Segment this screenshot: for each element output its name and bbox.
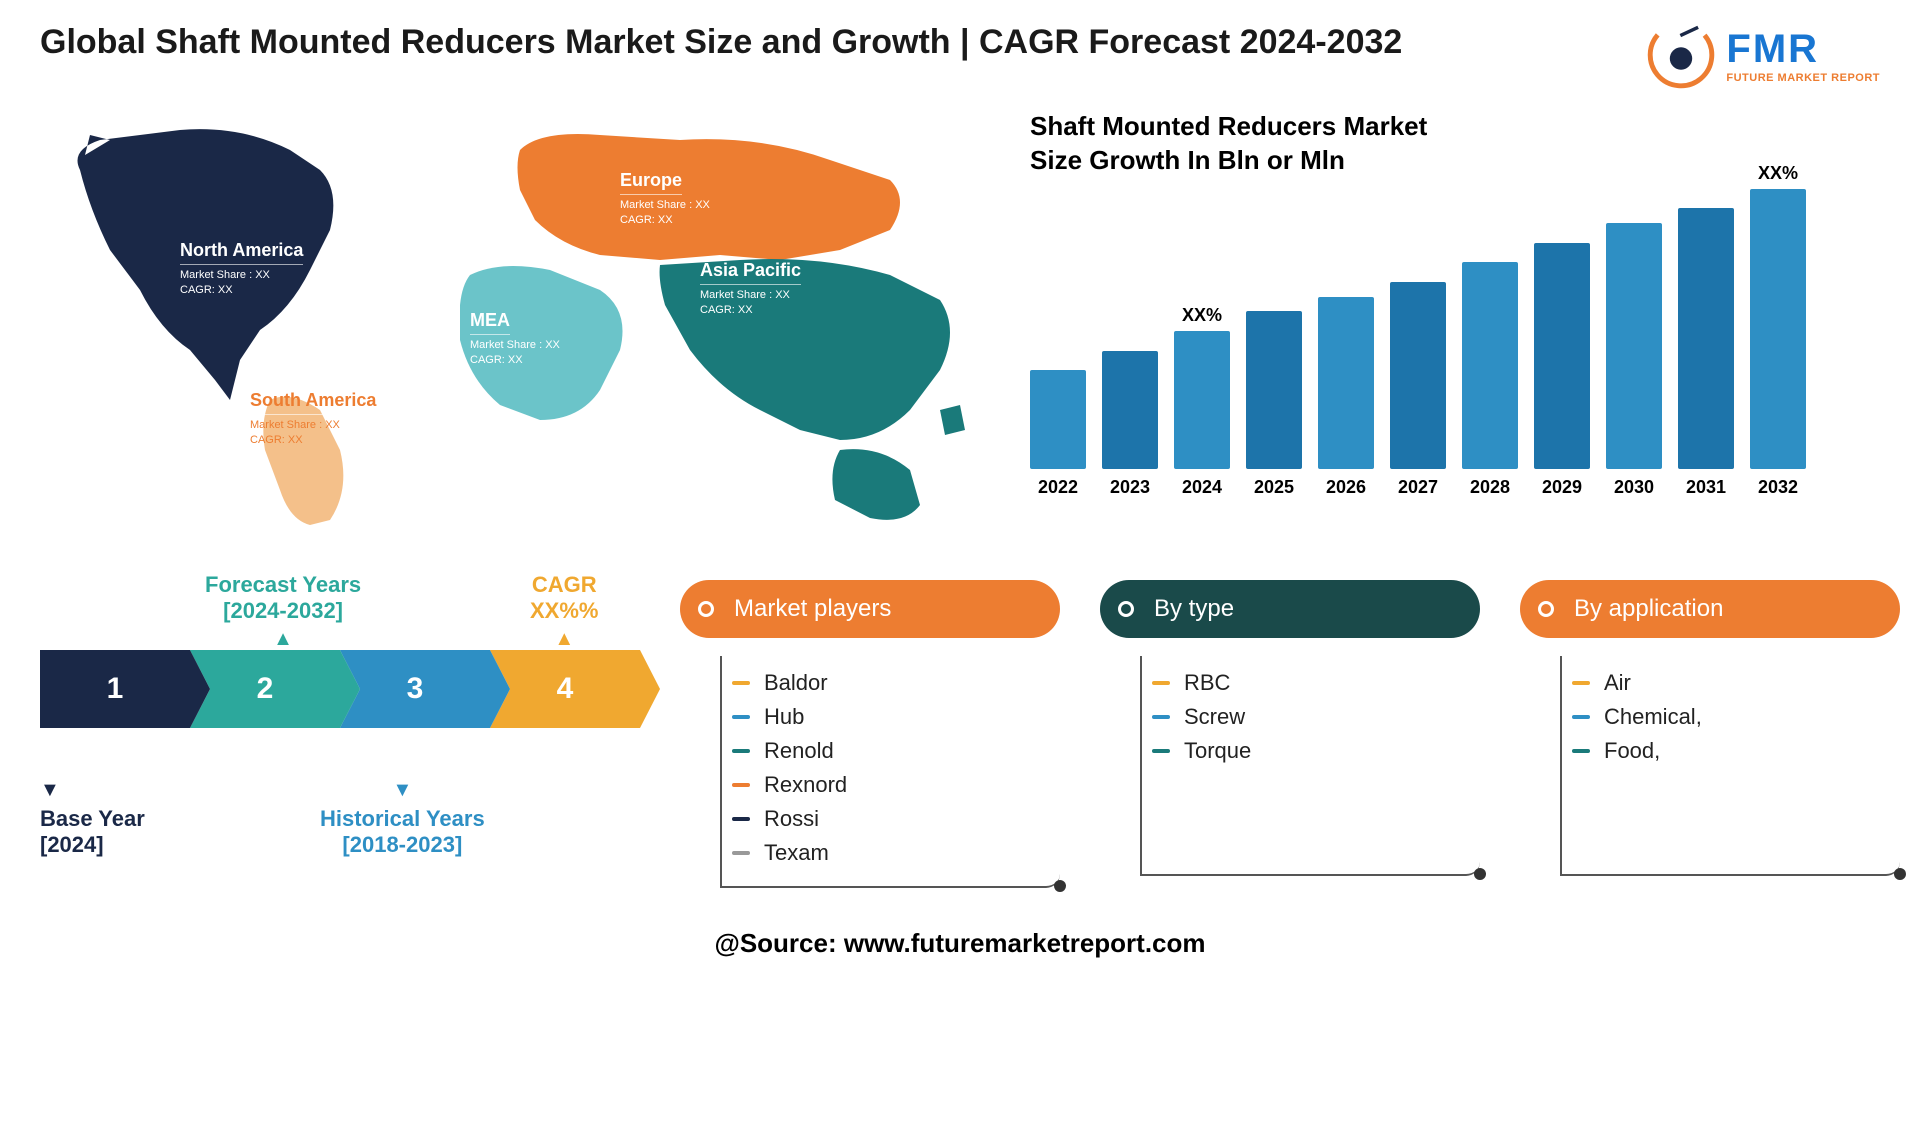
chevron-4: 4 bbox=[490, 650, 640, 728]
region-label-eu: EuropeMarket Share : XXCAGR: XX bbox=[620, 170, 710, 229]
page-title: Global Shaft Mounted Reducers Market Siz… bbox=[40, 20, 1402, 64]
region-label-ap: Asia PacificMarket Share : XXCAGR: XX bbox=[700, 260, 801, 319]
pill-list: BaldorHubRenoldRexnordRossiTexam bbox=[720, 656, 1060, 888]
bar-2031: 2031 bbox=[1678, 208, 1734, 497]
pill-dot-icon bbox=[1538, 601, 1554, 617]
pill-item: Rexnord bbox=[722, 768, 1060, 802]
pill-item: RBC bbox=[1142, 666, 1480, 700]
pill-item: Rossi bbox=[722, 802, 1060, 836]
label-base: ▼ Base Year [2024] bbox=[40, 778, 145, 859]
logo-text-main: FMR bbox=[1726, 27, 1880, 72]
pill-section-2: By application AirChemical,Food, bbox=[1520, 580, 1900, 888]
region-label-mea: MEAMarket Share : XXCAGR: XX bbox=[470, 310, 560, 369]
pill-header: Market players bbox=[680, 580, 1060, 638]
tick-icon bbox=[1572, 749, 1590, 753]
bar-chart: Shaft Mounted Reducers Market Size Growt… bbox=[1030, 110, 1880, 530]
bar-annotation: XX% bbox=[1758, 163, 1798, 184]
tick-icon bbox=[1572, 681, 1590, 685]
pill-item: Torque bbox=[1142, 734, 1480, 768]
bar-2027: 2027 bbox=[1390, 282, 1446, 498]
label-forecast: Forecast Years [2024-2032] ▲ bbox=[205, 572, 361, 651]
pill-header: By type bbox=[1100, 580, 1480, 638]
tick-icon bbox=[1572, 715, 1590, 719]
label-cagr: CAGR XX%% ▲ bbox=[530, 572, 598, 651]
chevron-1: 1 bbox=[40, 650, 190, 728]
bar-2022: 2022 bbox=[1030, 370, 1086, 497]
region-label-sa: South AmericaMarket Share : XXCAGR: XX bbox=[250, 390, 376, 449]
tick-icon bbox=[1152, 681, 1170, 685]
pill-dot-icon bbox=[1118, 601, 1134, 617]
bar-2024: 2024XX% bbox=[1174, 331, 1230, 498]
pill-header: By application bbox=[1520, 580, 1900, 638]
logo-text-sub: FUTURE MARKET REPORT bbox=[1726, 72, 1880, 84]
pill-item: Food, bbox=[1562, 734, 1900, 768]
pill-item: Screw bbox=[1142, 700, 1480, 734]
pill-item: Renold bbox=[722, 734, 1060, 768]
tick-icon bbox=[732, 715, 750, 719]
bar-annotation: XX% bbox=[1182, 305, 1222, 326]
bar-2026: 2026 bbox=[1318, 297, 1374, 498]
pill-section-1: By type RBCScrewTorque bbox=[1100, 580, 1480, 888]
label-historical: ▼ Historical Years [2018-2023] bbox=[320, 778, 485, 859]
tick-icon bbox=[732, 783, 750, 787]
bar-2030: 2030 bbox=[1606, 223, 1662, 498]
chevron-3: 3 bbox=[340, 650, 490, 728]
pill-list: AirChemical,Food, bbox=[1560, 656, 1900, 876]
fmr-logo-icon bbox=[1646, 20, 1716, 90]
source-attribution: @Source: www.futuremarketreport.com bbox=[40, 928, 1880, 959]
fmr-logo: FMR FUTURE MARKET REPORT bbox=[1646, 20, 1880, 90]
pill-item: Texam bbox=[722, 836, 1060, 870]
tick-icon bbox=[1152, 715, 1170, 719]
pill-section-0: Market players BaldorHubRenoldRexnordRoss… bbox=[680, 580, 1060, 888]
timeline-chevrons: Forecast Years [2024-2032] ▲ CAGR XX%% ▲… bbox=[40, 580, 640, 778]
bar-2028: 2028 bbox=[1462, 262, 1518, 497]
bar-2025: 2025 bbox=[1246, 311, 1302, 497]
bar-2029: 2029 bbox=[1534, 243, 1590, 498]
tick-icon bbox=[1152, 749, 1170, 753]
pill-item: Chemical, bbox=[1562, 700, 1900, 734]
tick-icon bbox=[732, 817, 750, 821]
bar-2023: 2023 bbox=[1102, 351, 1158, 498]
pill-dot-icon bbox=[698, 601, 714, 617]
chart-title: Shaft Mounted Reducers Market Size Growt… bbox=[1030, 110, 1430, 178]
pill-item: Air bbox=[1562, 666, 1900, 700]
bar-2032: 2032XX% bbox=[1750, 189, 1806, 498]
tick-icon bbox=[732, 851, 750, 855]
pill-list: RBCScrewTorque bbox=[1140, 656, 1480, 876]
world-map: North AmericaMarket Share : XXCAGR: XX So… bbox=[40, 110, 990, 530]
chevron-2: 2 bbox=[190, 650, 340, 728]
pill-item: Baldor bbox=[722, 666, 1060, 700]
pill-item: Hub bbox=[722, 700, 1060, 734]
tick-icon bbox=[732, 749, 750, 753]
region-label-na: North AmericaMarket Share : XXCAGR: XX bbox=[180, 240, 303, 299]
tick-icon bbox=[732, 681, 750, 685]
